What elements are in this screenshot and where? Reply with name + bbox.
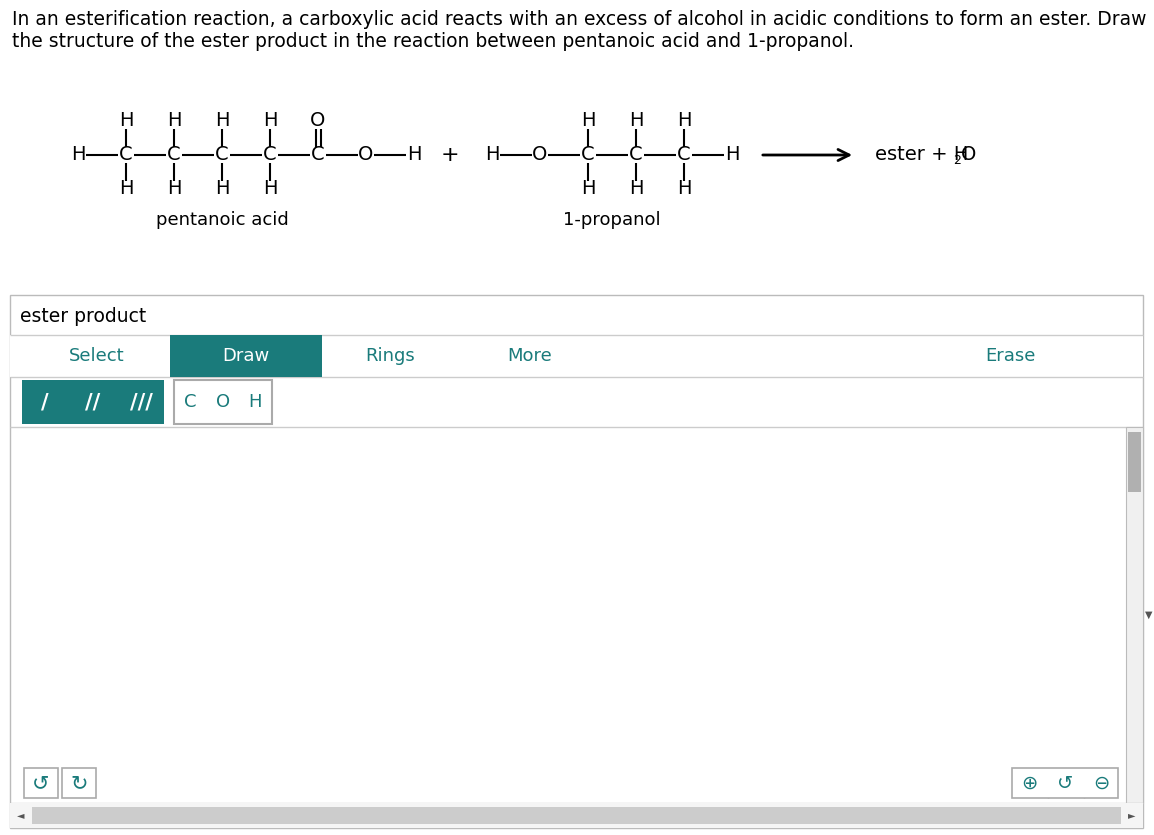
Text: C: C xyxy=(183,393,196,411)
Text: Erase: Erase xyxy=(984,347,1035,365)
Text: O: O xyxy=(532,145,548,164)
Bar xyxy=(24,768,58,798)
Text: 1-propanol: 1-propanol xyxy=(563,211,661,229)
Text: H: H xyxy=(119,112,133,130)
Text: C: C xyxy=(119,145,133,164)
Text: ///: /// xyxy=(129,392,152,412)
Text: C: C xyxy=(167,145,181,164)
Text: C: C xyxy=(629,145,643,164)
Text: ↺: ↺ xyxy=(32,773,50,793)
Bar xyxy=(22,380,164,424)
Text: C: C xyxy=(215,145,228,164)
Text: H: H xyxy=(248,393,262,411)
Bar xyxy=(174,380,272,424)
Bar xyxy=(62,768,96,798)
Text: More: More xyxy=(508,347,553,365)
Text: C: C xyxy=(582,145,594,164)
Text: O: O xyxy=(358,145,374,164)
Text: ►: ► xyxy=(1129,811,1136,821)
Bar xyxy=(1012,768,1118,798)
Text: O: O xyxy=(961,145,976,164)
Text: //: // xyxy=(85,392,100,412)
Bar xyxy=(1126,427,1142,803)
Text: 2: 2 xyxy=(953,154,961,166)
Text: ⊖: ⊖ xyxy=(1093,773,1109,792)
Text: C: C xyxy=(263,145,277,164)
Text: H: H xyxy=(166,112,181,130)
Text: ester product: ester product xyxy=(20,307,147,326)
Text: H: H xyxy=(119,180,133,199)
Bar xyxy=(1127,432,1141,492)
Text: H: H xyxy=(215,180,230,199)
Text: H: H xyxy=(166,180,181,199)
Bar xyxy=(10,295,1142,828)
Text: O: O xyxy=(310,112,325,130)
Text: O: O xyxy=(216,393,230,411)
Bar xyxy=(170,335,322,377)
Text: H: H xyxy=(676,180,691,199)
Text: H: H xyxy=(725,145,740,164)
Bar xyxy=(10,335,1142,377)
Text: H: H xyxy=(215,112,230,130)
Text: Select: Select xyxy=(69,347,125,365)
Text: ◄: ◄ xyxy=(17,811,24,821)
Text: H: H xyxy=(406,145,421,164)
Text: ester + H: ester + H xyxy=(875,145,968,164)
Text: H: H xyxy=(629,112,643,130)
Text: /: / xyxy=(42,392,48,412)
Text: ▼: ▼ xyxy=(1145,610,1153,620)
Text: H: H xyxy=(70,145,85,164)
Text: C: C xyxy=(312,145,324,164)
Text: H: H xyxy=(485,145,500,164)
Text: H: H xyxy=(263,180,277,199)
Text: H: H xyxy=(629,180,643,199)
Text: pentanoic acid: pentanoic acid xyxy=(156,211,288,229)
Text: H: H xyxy=(580,112,595,130)
Text: ↻: ↻ xyxy=(70,773,88,793)
Text: Draw: Draw xyxy=(223,347,270,365)
Text: the structure of the ester product in the reaction between pentanoic acid and 1-: the structure of the ester product in th… xyxy=(12,32,854,51)
Text: ↺: ↺ xyxy=(1057,773,1073,792)
Text: +: + xyxy=(441,145,459,165)
Bar xyxy=(10,803,1142,828)
Bar xyxy=(32,807,1121,824)
Text: H: H xyxy=(676,112,691,130)
Text: ⊕: ⊕ xyxy=(1021,773,1037,792)
Text: In an esterification reaction, a carboxylic acid reacts with an excess of alcoho: In an esterification reaction, a carboxy… xyxy=(12,10,1147,29)
Text: Rings: Rings xyxy=(365,347,415,365)
Text: H: H xyxy=(580,180,595,199)
Text: C: C xyxy=(677,145,691,164)
Text: H: H xyxy=(263,112,277,130)
